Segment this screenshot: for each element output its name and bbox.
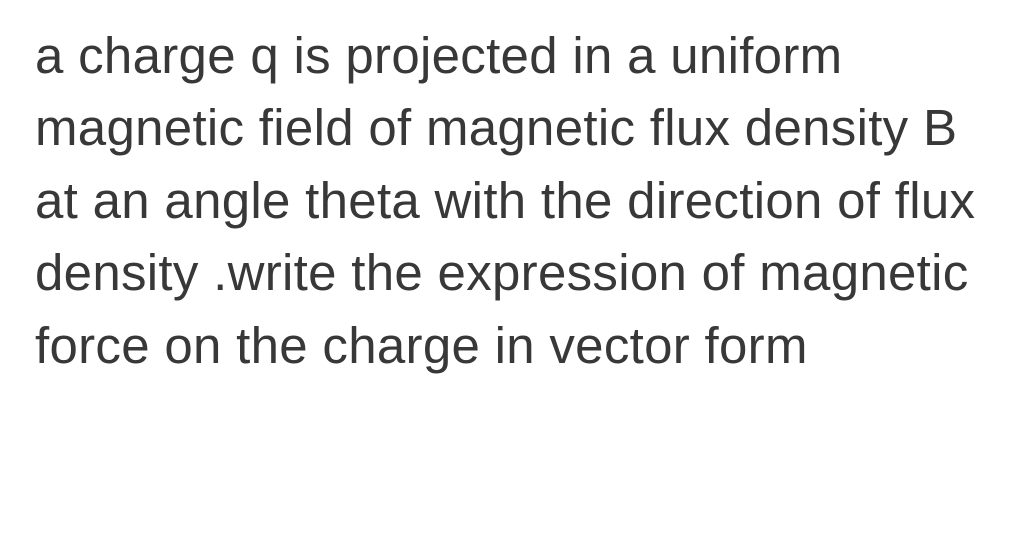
question-text: a charge q is projected in a uniform mag… xyxy=(35,20,989,382)
